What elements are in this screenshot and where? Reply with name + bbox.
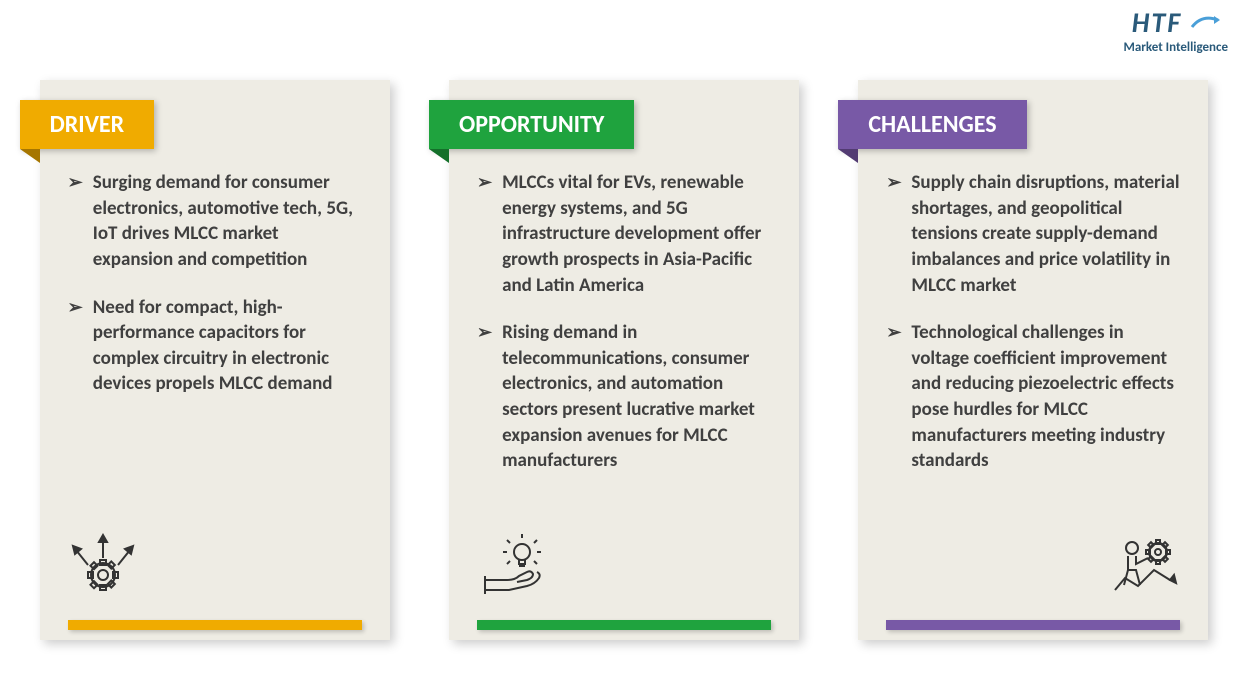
opportunity-card: OPPORTUNITY ➢ MLCCs vital for EVs, renew… (449, 80, 799, 640)
bullet-arrow-icon: ➢ (68, 170, 83, 273)
bullet-arrow-icon: ➢ (886, 170, 901, 298)
list-item: ➢ MLCCs vital for EVs, renewable energy … (477, 170, 771, 298)
opportunity-ribbon: OPPORTUNITY (429, 100, 634, 149)
bullet-arrow-icon: ➢ (886, 320, 901, 474)
driver-ribbon: DRIVER (20, 100, 154, 149)
bullet-text: Rising demand in telecommunications, con… (502, 320, 771, 474)
bullet-text: Technological challenges in voltage coef… (911, 320, 1180, 474)
challenges-card: CHALLENGES ➢ Supply chain disruptions, m… (858, 80, 1208, 640)
driver-card: DRIVER ➢ Surging demand for consumer ele… (40, 80, 390, 640)
logo-swoosh-icon (1190, 12, 1220, 32)
list-item: ➢ Supply chain disruptions, material sho… (886, 170, 1180, 298)
list-item: ➢ Technological challenges in voltage co… (886, 320, 1180, 474)
logo-text: HTF (1132, 5, 1182, 40)
opportunity-list: ➢ MLCCs vital for EVs, renewable energy … (477, 170, 771, 474)
bullet-text: Surging demand for consumer electronics,… (93, 170, 362, 273)
bullet-text: MLCCs vital for EVs, renewable energy sy… (502, 170, 771, 298)
challenges-bottom-bar (886, 620, 1180, 630)
list-item: ➢ Need for compact, high-performance cap… (68, 295, 362, 398)
bullet-arrow-icon: ➢ (477, 170, 492, 298)
bullet-text: Need for compact, high-performance capac… (93, 295, 362, 398)
htf-logo: HTF Market Intelligence (1123, 5, 1228, 55)
list-item: ➢ Surging demand for consumer electronic… (68, 170, 362, 273)
cards-container: DRIVER ➢ Surging demand for consumer ele… (0, 0, 1248, 660)
person-gear-icon (1110, 530, 1180, 600)
driver-bottom-bar (68, 620, 362, 630)
hand-bulb-icon (477, 530, 547, 600)
bullet-text: Supply chain disruptions, material short… (911, 170, 1180, 298)
bullet-arrow-icon: ➢ (68, 295, 83, 398)
gear-arrows-icon (68, 530, 138, 600)
logo-subtitle: Market Intelligence (1123, 40, 1228, 55)
bullet-arrow-icon: ➢ (477, 320, 492, 474)
list-item: ➢ Rising demand in telecommunications, c… (477, 320, 771, 474)
driver-list: ➢ Surging demand for consumer electronic… (68, 170, 362, 397)
challenges-ribbon: CHALLENGES (838, 100, 1026, 149)
challenges-list: ➢ Supply chain disruptions, material sho… (886, 170, 1180, 474)
opportunity-bottom-bar (477, 620, 771, 630)
